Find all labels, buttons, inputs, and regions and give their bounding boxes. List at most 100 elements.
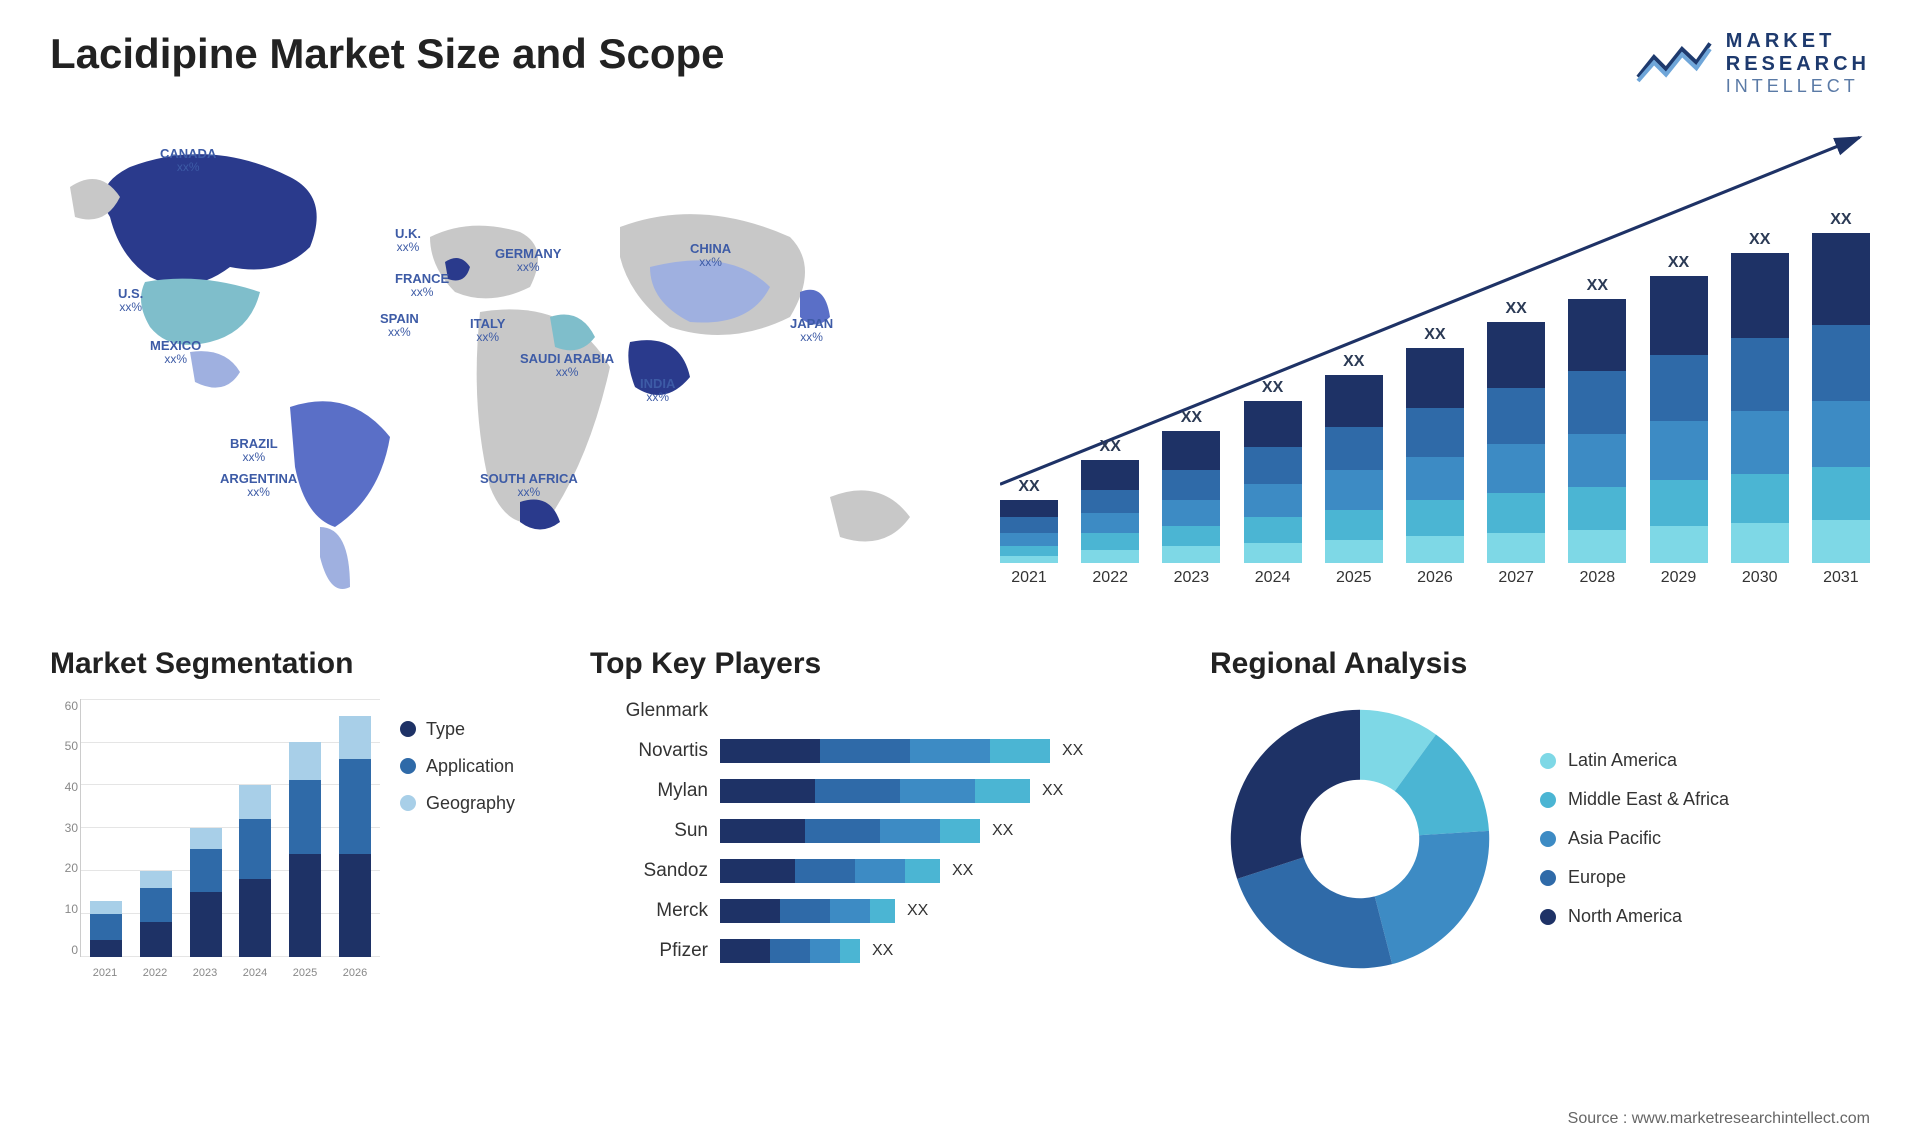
forecast-bar-segment bbox=[1812, 467, 1870, 520]
player-bar-segment bbox=[870, 899, 895, 923]
map-country-label: FRANCExx% bbox=[395, 272, 449, 299]
forecast-bar-segment bbox=[1568, 487, 1626, 530]
forecast-bar: XX2029 bbox=[1650, 254, 1708, 587]
player-bar-row: XX bbox=[720, 779, 1180, 803]
player-bar-segment bbox=[795, 859, 855, 883]
seg-ytick: 60 bbox=[50, 699, 78, 713]
forecast-bar-segment bbox=[1487, 388, 1545, 444]
forecast-bar-segment bbox=[1081, 533, 1139, 550]
forecast-bar: XX2026 bbox=[1406, 326, 1464, 586]
forecast-bar: XX2031 bbox=[1812, 211, 1870, 587]
map-country-label: CHINAxx% bbox=[690, 242, 731, 269]
player-name: Pfizer bbox=[590, 939, 708, 963]
forecast-bar-value: XX bbox=[1749, 231, 1770, 249]
key-players-panel: Top Key Players GlenmarkNovartisMylanSun… bbox=[590, 647, 1180, 979]
seg-bar-segment bbox=[339, 716, 371, 759]
regional-donut-chart bbox=[1210, 699, 1510, 979]
seg-bar-segment bbox=[90, 940, 122, 957]
player-value: XX bbox=[907, 902, 928, 920]
donut-slice bbox=[1375, 831, 1490, 964]
seg-bar bbox=[140, 871, 172, 957]
donut-slice bbox=[1231, 709, 1360, 878]
logo-mark-icon bbox=[1634, 36, 1714, 91]
seg-ytick: 40 bbox=[50, 780, 78, 794]
logo-text-3: INTELLECT bbox=[1726, 76, 1870, 97]
map-country-label: CANADAxx% bbox=[160, 147, 216, 174]
seg-bar-segment bbox=[339, 759, 371, 854]
forecast-bar-segment bbox=[1325, 470, 1383, 510]
forecast-bar: XX2023 bbox=[1162, 409, 1220, 587]
forecast-bar-segment bbox=[1487, 533, 1545, 563]
forecast-bar-segment bbox=[1650, 421, 1708, 480]
legend-swatch-icon bbox=[1540, 831, 1556, 847]
forecast-bar-segment bbox=[1568, 371, 1626, 434]
forecast-bar-segment bbox=[1162, 470, 1220, 500]
seg-year-label: 2025 bbox=[293, 967, 317, 979]
forecast-year-label: 2021 bbox=[1011, 569, 1047, 587]
forecast-bar-segment bbox=[1731, 474, 1789, 524]
forecast-bar-segment bbox=[1568, 434, 1626, 487]
seg-bar-segment bbox=[289, 742, 321, 781]
forecast-bar-segment bbox=[1000, 556, 1058, 563]
forecast-bar-value: XX bbox=[1262, 379, 1283, 397]
forecast-bar: XX2028 bbox=[1568, 277, 1626, 587]
forecast-bar-segment bbox=[1487, 493, 1545, 533]
map-region bbox=[290, 401, 390, 527]
legend-swatch-icon bbox=[1540, 792, 1556, 808]
map-country-label: INDIAxx% bbox=[640, 377, 675, 404]
player-value: XX bbox=[992, 822, 1013, 840]
forecast-bar-segment bbox=[1650, 276, 1708, 355]
forecast-bar-segment bbox=[1650, 480, 1708, 526]
forecast-bar-segment bbox=[1081, 513, 1139, 533]
map-country-label: ARGENTINAxx% bbox=[220, 472, 297, 499]
segmentation-legend: TypeApplicationGeography bbox=[380, 699, 560, 979]
forecast-bar-segment bbox=[1325, 427, 1383, 470]
seg-year-label: 2021 bbox=[93, 967, 117, 979]
regional-legend: Latin AmericaMiddle East & AfricaAsia Pa… bbox=[1510, 750, 1870, 927]
donut-slice bbox=[1237, 857, 1392, 968]
seg-bar-segment bbox=[90, 901, 122, 914]
forecast-year-label: 2027 bbox=[1498, 569, 1534, 587]
legend-label: Type bbox=[426, 719, 465, 740]
map-country-label: MEXICOxx% bbox=[150, 339, 201, 366]
player-bar-segment bbox=[780, 899, 830, 923]
legend-swatch-icon bbox=[400, 721, 416, 737]
map-country-label: U.K.xx% bbox=[395, 227, 421, 254]
seg-bar-segment bbox=[239, 879, 271, 956]
seg-year-label: 2022 bbox=[143, 967, 167, 979]
seg-bar-segment bbox=[239, 785, 271, 819]
forecast-bar-value: XX bbox=[1830, 211, 1851, 229]
player-value: XX bbox=[872, 942, 893, 960]
forecast-bar-segment bbox=[1812, 325, 1870, 401]
brand-logo: MARKET RESEARCH INTELLECT bbox=[1634, 30, 1870, 97]
regional-legend-item: North America bbox=[1540, 906, 1870, 927]
legend-label: Geography bbox=[426, 793, 515, 814]
world-map-panel: CANADAxx%U.S.xx%MEXICOxx%BRAZILxx%ARGENT… bbox=[50, 117, 960, 617]
seg-bar-segment bbox=[190, 828, 222, 850]
forecast-bar-segment bbox=[1162, 431, 1220, 471]
player-bar-segment bbox=[990, 739, 1050, 763]
forecast-year-label: 2024 bbox=[1255, 569, 1291, 587]
seg-ytick: 20 bbox=[50, 861, 78, 875]
forecast-bar-value: XX bbox=[1587, 277, 1608, 295]
forecast-bar: XX2027 bbox=[1487, 300, 1545, 587]
forecast-bar-segment bbox=[1487, 444, 1545, 494]
forecast-year-label: 2026 bbox=[1417, 569, 1453, 587]
seg-bar-segment bbox=[90, 914, 122, 940]
segmentation-panel: Market Segmentation 6050403020100 202120… bbox=[50, 647, 560, 979]
player-value: XX bbox=[952, 862, 973, 880]
forecast-bar-segment bbox=[1406, 408, 1464, 458]
seg-ytick: 0 bbox=[50, 943, 78, 957]
forecast-bar-segment bbox=[1244, 517, 1302, 543]
seg-ytick: 10 bbox=[50, 902, 78, 916]
logo-text-1: MARKET bbox=[1726, 30, 1870, 53]
player-bar-row: XX bbox=[720, 899, 1180, 923]
key-players-title: Top Key Players bbox=[590, 647, 1180, 681]
forecast-bar-segment bbox=[1568, 530, 1626, 563]
seg-legend-item: Type bbox=[400, 719, 560, 740]
legend-label: North America bbox=[1568, 906, 1682, 927]
forecast-bar-segment bbox=[1244, 543, 1302, 563]
seg-legend-item: Geography bbox=[400, 793, 560, 814]
forecast-bar-value: XX bbox=[1343, 353, 1364, 371]
legend-label: Europe bbox=[1568, 867, 1626, 888]
